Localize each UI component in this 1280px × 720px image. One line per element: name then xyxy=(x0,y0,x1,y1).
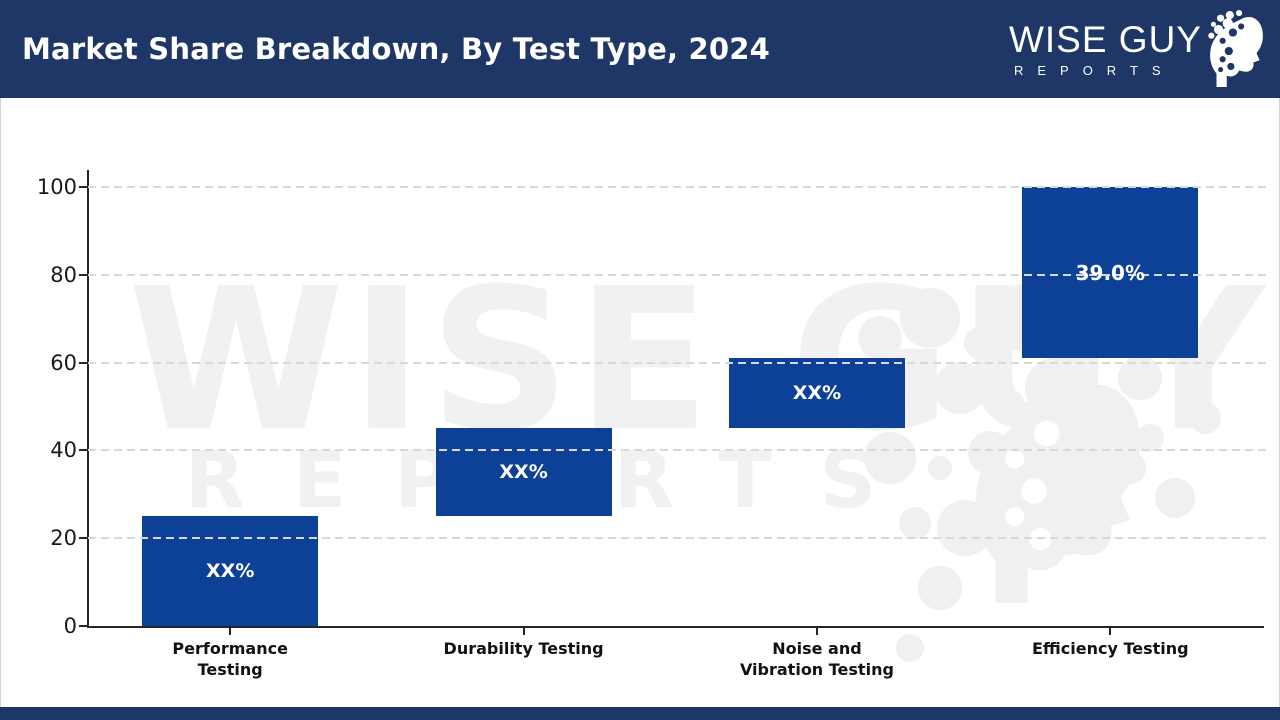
y-tick-mark xyxy=(79,361,88,364)
y-tick-label: 100 xyxy=(36,175,77,199)
bar-durability-testing xyxy=(435,428,612,517)
y-tick-mark xyxy=(79,186,88,188)
y-tick-mark xyxy=(79,273,88,276)
y-tick-mark xyxy=(79,537,88,540)
x-axis-spine xyxy=(87,626,1264,628)
head-profile-icon xyxy=(1208,10,1263,87)
category-label-line: Durability Testing xyxy=(443,639,604,658)
y-tick-label: 20 xyxy=(50,526,77,551)
bar-noise-and-vibration-testing xyxy=(728,358,905,429)
x-tick-mark xyxy=(815,627,818,635)
brand-name: WISE GUY xyxy=(1008,18,1202,60)
category-label-line: Testing xyxy=(197,660,263,679)
category-label-line: Noise and xyxy=(772,639,862,658)
footer-bar xyxy=(0,707,1280,720)
y-tick-label: 0 xyxy=(63,614,77,638)
gridline-100 xyxy=(88,186,1270,188)
gridline-20 xyxy=(88,537,1270,540)
category-label: Efficiency Testing xyxy=(960,638,1260,659)
y-tick-label: 80 xyxy=(50,262,77,287)
x-tick-mark xyxy=(229,627,232,635)
page-title: Market Share Breakdown, By Test Type, 20… xyxy=(22,32,771,66)
gridline-60 xyxy=(88,361,1270,364)
y-tick-label: 60 xyxy=(50,350,77,375)
bar-value-label: XX% xyxy=(792,382,842,405)
category-label: Durability Testing xyxy=(374,638,674,659)
category-label-line: Performance xyxy=(172,639,288,658)
gridline-40 xyxy=(88,449,1270,452)
bar-value-label: XX% xyxy=(206,560,255,583)
bar-value-label: XX% xyxy=(499,461,548,484)
bar-value-label: 39.0% xyxy=(1075,260,1145,285)
x-tick-mark xyxy=(522,627,525,635)
brand-logo-text: WISE GUY REPORTS xyxy=(1009,21,1202,78)
category-label: Performance Testing xyxy=(80,638,380,680)
y-tick-mark xyxy=(79,449,88,452)
y-axis-spine xyxy=(87,170,89,628)
category-label-line: Efficiency Testing xyxy=(1032,639,1189,658)
gridline-80 xyxy=(88,273,1270,276)
category-label-line: Vibration Testing xyxy=(739,660,894,679)
brand-logo: WISE GUY REPORTS xyxy=(1009,10,1264,88)
category-label: Noise and Vibration Testing xyxy=(667,638,967,680)
bar-efficiency-testing xyxy=(1022,187,1199,359)
y-tick-label: 40 xyxy=(50,438,77,463)
brand-subtitle: REPORTS xyxy=(1013,62,1175,78)
bar-performance-testing xyxy=(142,516,319,626)
x-tick-mark xyxy=(1109,627,1112,635)
y-tick-mark xyxy=(79,625,88,627)
header-bar: Market Share Breakdown, By Test Type, 20… xyxy=(0,0,1280,98)
